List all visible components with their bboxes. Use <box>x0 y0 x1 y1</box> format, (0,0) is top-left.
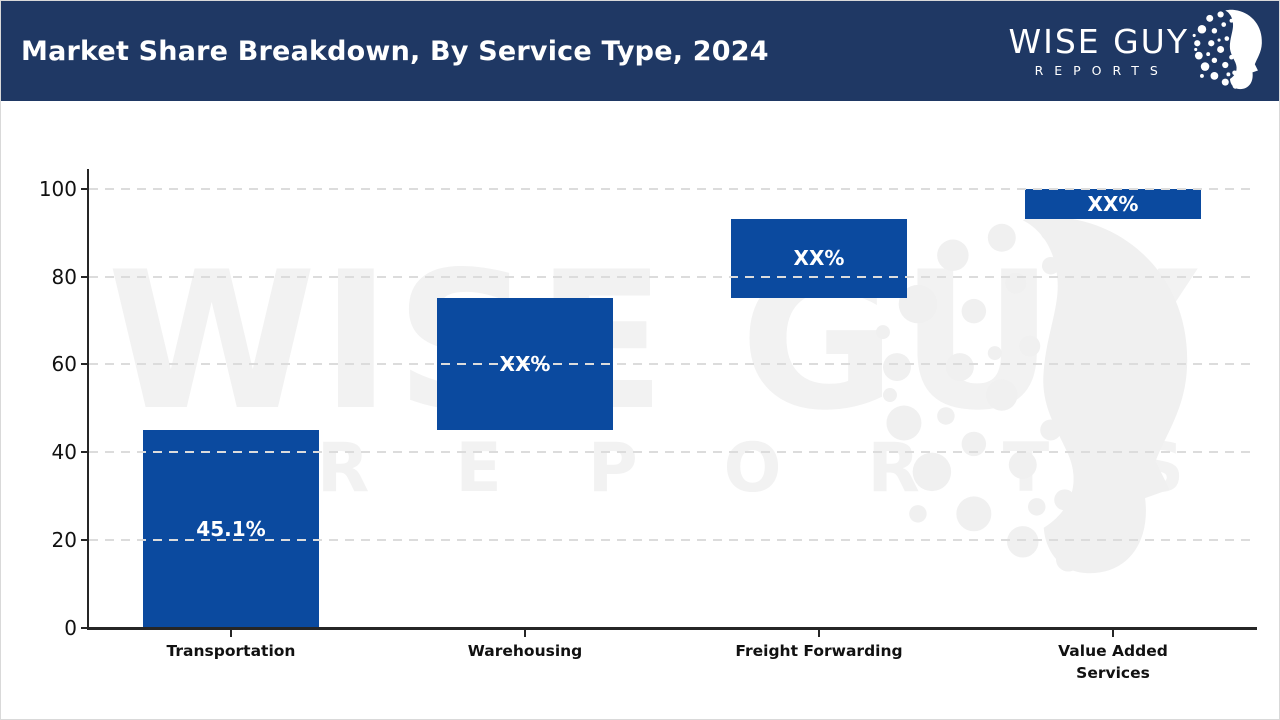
x-tick-mark <box>230 628 232 637</box>
grid-line <box>89 539 1257 542</box>
wiseguy-logo: WISE GUY REPORTS <box>1008 9 1265 93</box>
x-category-label-freight-forwarding: Freight Forwarding <box>735 642 903 660</box>
y-tick-mark <box>81 627 89 629</box>
y-tick-label: 0 <box>64 616 77 640</box>
y-tick-mark <box>81 187 89 190</box>
x-tick-mark <box>818 628 820 637</box>
x-tick-mark <box>1112 628 1114 637</box>
watermark-text-line2: REPORTS <box>317 429 1271 508</box>
bar-value-label: 45.1% <box>196 516 266 541</box>
logo-wordmark: WISE GUY REPORTS <box>1008 25 1189 78</box>
y-tick-mark <box>81 539 89 542</box>
grid-line <box>89 451 1257 454</box>
x-category-label-transportation: Transportation <box>166 642 296 660</box>
grid-line <box>89 363 1257 366</box>
bar-value-label: XX% <box>793 246 845 271</box>
y-tick-label: 100 <box>38 176 77 201</box>
y-tick-label: 60 <box>51 352 77 377</box>
grid-line <box>89 187 1257 190</box>
logo-name-text: WISE GUY <box>1008 21 1189 61</box>
header: Market Share Breakdown, By Service Type,… <box>1 1 1279 101</box>
y-tick-mark <box>81 451 89 454</box>
bar-value-label: XX% <box>499 351 551 376</box>
y-tick-mark <box>81 363 89 366</box>
grid-line <box>89 275 1257 278</box>
bar-value-added-services <box>1025 188 1201 219</box>
y-tick-label: 40 <box>51 440 77 465</box>
x-category-label-value-added-services: Value Added Services <box>1058 642 1168 682</box>
x-tick-mark <box>524 628 526 637</box>
y-tick-label: 20 <box>51 528 77 553</box>
x-axis-spine <box>87 627 1257 630</box>
bar-freight-forwarding <box>731 218 907 298</box>
y-axis-spine <box>87 169 89 630</box>
wiseguy-face-icon <box>1192 9 1262 90</box>
bar-transportation <box>143 429 319 628</box>
page-title: Market Share Breakdown, By Service Type,… <box>21 35 769 67</box>
y-tick-label: 80 <box>51 264 77 289</box>
bar-value-label: XX% <box>1087 191 1139 216</box>
x-category-label-warehousing: Warehousing <box>467 642 583 660</box>
logo-sub-text: REPORTS <box>1034 62 1169 78</box>
y-tick-mark <box>81 275 89 278</box>
